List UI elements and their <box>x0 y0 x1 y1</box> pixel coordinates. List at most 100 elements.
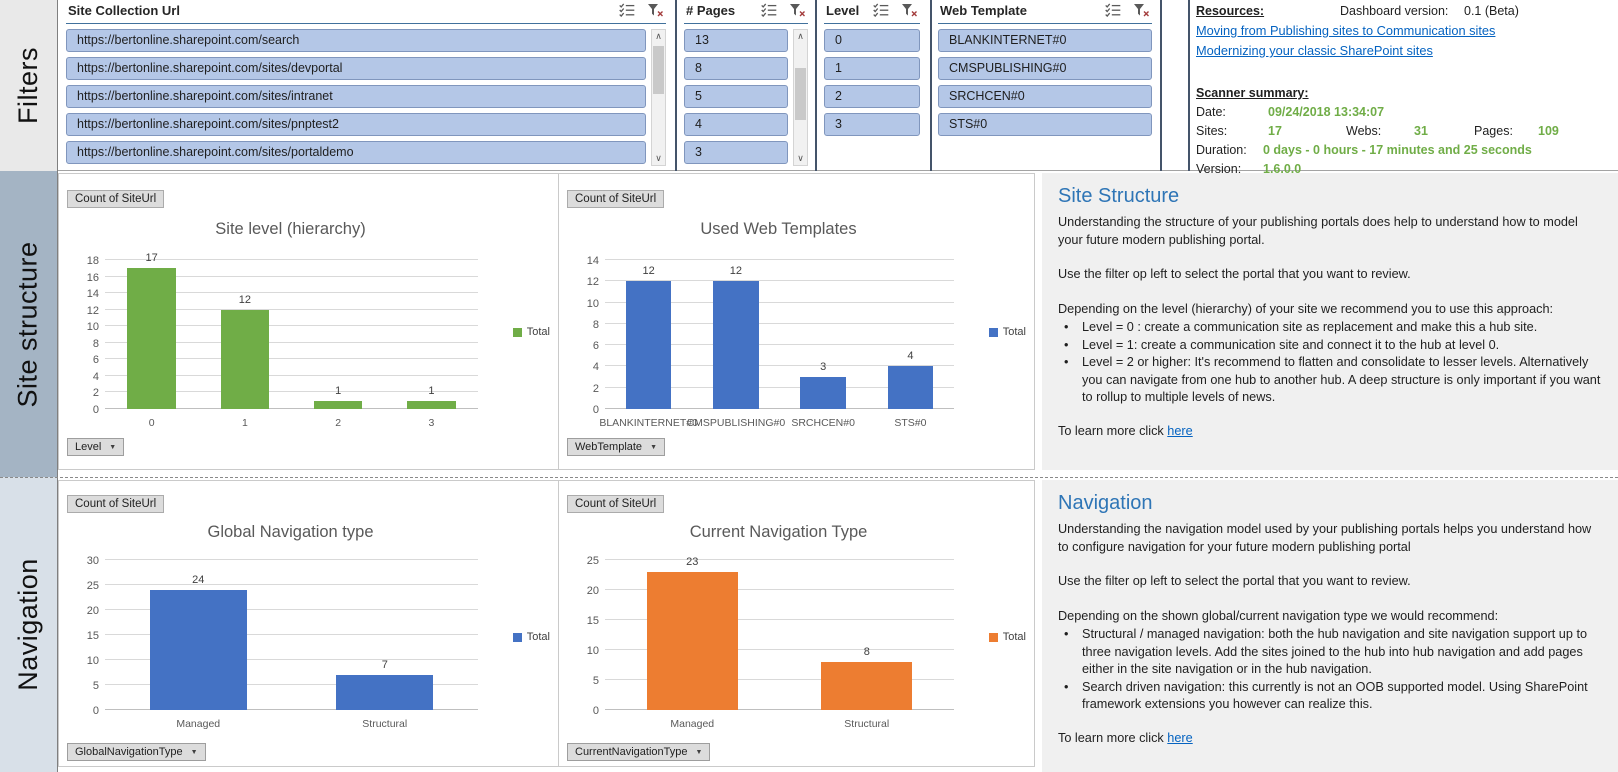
data-label: 17 <box>145 252 158 265</box>
panel-footer: To learn more click here <box>1058 730 1193 745</box>
slicer-item[interactable]: 8 <box>684 57 788 80</box>
resource-link-publishing-to-communication[interactable]: Moving from Publishing sites to Communic… <box>1196 23 1496 38</box>
multi-select-icon[interactable] <box>873 3 889 17</box>
slicer-item[interactable]: STS#0 <box>938 113 1152 136</box>
scrollbar-thumb[interactable] <box>653 46 664 94</box>
slicer-separator <box>930 0 932 171</box>
dashboard-version-label: Dashboard version: <box>1340 4 1449 18</box>
slicer-item-list: 0 1 2 3 <box>824 29 920 141</box>
slicer-item[interactable]: 5 <box>684 85 788 108</box>
slicer-item-list: https://bertonline.sharepoint.com/search… <box>66 29 646 169</box>
slicer-item[interactable]: https://bertonline.sharepoint.com/search <box>66 29 646 52</box>
pivot-field-axis-button[interactable]: CurrentNavigationType ▼ <box>567 743 711 761</box>
legend-swatch-icon <box>988 327 998 337</box>
gridline <box>605 679 954 680</box>
gridline <box>605 280 954 282</box>
y-axis-tick-label: 6 <box>92 354 99 367</box>
slicer-item[interactable]: SRCHCEN#0 <box>938 85 1152 108</box>
bar-BLANKINTERNET#0 <box>625 281 672 409</box>
slicer-item[interactable]: https://bertonline.sharepoint.com/sites/… <box>66 141 646 164</box>
x-axis-category-label: BLANKINTERNET#0 <box>599 417 698 429</box>
slicer-item[interactable]: https://bertonline.sharepoint.com/sites/… <box>66 57 646 80</box>
y-axis-tick-label: 18 <box>86 255 99 267</box>
plot-area: 0 5 10 15 20 25 30 24 Managed 7 Structural <box>87 555 478 730</box>
slicer-item[interactable]: https://bertonline.sharepoint.com/sites/… <box>66 113 646 136</box>
pivot-field-axis-button[interactable]: Level ▼ <box>67 438 125 456</box>
data-label: 12 <box>238 293 251 306</box>
pages-label: Pages: <box>1474 124 1513 138</box>
y-axis-tick-label: 2 <box>592 382 599 395</box>
multi-select-icon[interactable] <box>761 3 777 17</box>
learn-more-link[interactable]: here <box>1167 423 1193 438</box>
data-label: 23 <box>686 556 699 568</box>
pivot-measure-button[interactable]: Count of SiteUrl <box>567 495 665 513</box>
scrollbar-thumb[interactable] <box>795 68 806 120</box>
x-axis-category-label: Structural <box>844 718 890 730</box>
gridline <box>105 374 478 376</box>
chart-panel-site-level: Count of SiteUrl Site level (hierarchy) 0 2… <box>58 173 559 470</box>
scroll-down-icon[interactable]: ∨ <box>655 153 662 163</box>
pivot-measure-button[interactable]: Count of SiteUrl <box>567 190 665 208</box>
learn-more-link[interactable]: here <box>1167 730 1193 745</box>
slicer-scrollbar[interactable]: ∧ ∨ <box>651 29 666 166</box>
slicer-web-template: Web Template BLANKINTERNET#0 CMSPUBLISHIN… <box>938 0 1152 136</box>
gridline <box>105 684 478 685</box>
scroll-up-icon[interactable]: ∧ <box>797 31 804 41</box>
bar-1 <box>220 309 270 409</box>
clear-filter-icon[interactable] <box>647 3 664 17</box>
clear-filter-icon[interactable] <box>901 3 918 17</box>
slicer-item[interactable]: 0 <box>824 29 920 52</box>
gridline <box>105 341 478 343</box>
webs-label: Webs: <box>1346 124 1382 138</box>
sidebar-label-site-structure: Site structure <box>13 240 43 408</box>
legend-swatch-icon <box>988 632 998 642</box>
slicer-item[interactable]: CMSPUBLISHING#0 <box>938 57 1152 80</box>
gridline <box>105 609 478 610</box>
pivot-measure-button[interactable]: Count of SiteUrl <box>67 190 165 208</box>
slicer-scrollbar[interactable]: ∧ ∨ <box>793 29 808 166</box>
clear-filter-icon[interactable] <box>789 3 806 17</box>
gridline <box>105 634 478 635</box>
bar-STS#0 <box>887 366 934 409</box>
sidebar-section-navigation: Navigation <box>0 477 58 772</box>
slicer-item[interactable]: 4 <box>684 113 788 136</box>
slicer-item[interactable]: BLANKINTERNET#0 <box>938 29 1152 52</box>
slicer-separator <box>1188 0 1190 171</box>
slicer-item[interactable]: 3 <box>824 113 920 136</box>
pivot-field-axis-button[interactable]: WebTemplate ▼ <box>567 438 665 456</box>
y-axis-tick-label: 10 <box>586 297 599 310</box>
chart-panel-current-navigation: Count of SiteUrl Current Navigation Type 0… <box>558 480 1035 767</box>
plot-area: 0 2 4 6 8 10 12 14 16 18 17 0 12 1 1 2 1 3 <box>87 252 478 429</box>
y-axis-tick-label: 10 <box>586 645 599 657</box>
gridline <box>605 619 954 620</box>
pages-value: 109 <box>1538 124 1559 138</box>
y-axis-tick-label: 10 <box>86 655 99 668</box>
slicer-item[interactable]: 13 <box>684 29 788 52</box>
resource-link-modernizing-classic[interactable]: Modernizing your classic SharePoint site… <box>1196 43 1433 58</box>
multi-select-icon[interactable] <box>619 3 635 17</box>
pivot-field-axis-button[interactable]: GlobalNavigationType ▼ <box>67 743 206 761</box>
clear-filter-icon[interactable] <box>1133 3 1150 17</box>
scroll-down-icon[interactable]: ∨ <box>797 153 804 163</box>
legend-swatch-icon <box>512 632 522 642</box>
chart-legend: Total <box>988 631 1026 643</box>
chart-panel-web-templates: Count of SiteUrl Used Web Templates 0 2 4 6 8 1… <box>558 173 1035 470</box>
slicer-item[interactable]: 1 <box>824 57 920 80</box>
data-label: 4 <box>907 350 914 363</box>
scroll-up-icon[interactable]: ∧ <box>655 31 662 41</box>
slicer-title: # Pages <box>686 3 736 18</box>
gridline <box>605 301 954 303</box>
y-axis-tick-label: 0 <box>92 404 99 416</box>
gridline <box>605 344 954 346</box>
slicer-item[interactable]: 2 <box>824 85 920 108</box>
slicer-item[interactable]: https://bertonline.sharepoint.com/sites/… <box>66 85 646 108</box>
legend-label: Total <box>1002 631 1026 643</box>
gridline <box>105 391 478 393</box>
resources-heading: Resources: <box>1196 4 1265 18</box>
slicer-item[interactable]: 3 <box>684 141 788 164</box>
bar-Structural <box>336 675 434 710</box>
x-axis-category-label: STS#0 <box>894 417 927 429</box>
multi-select-icon[interactable] <box>1105 3 1121 17</box>
gridline <box>605 386 954 388</box>
pivot-measure-button[interactable]: Count of SiteUrl <box>67 495 165 513</box>
